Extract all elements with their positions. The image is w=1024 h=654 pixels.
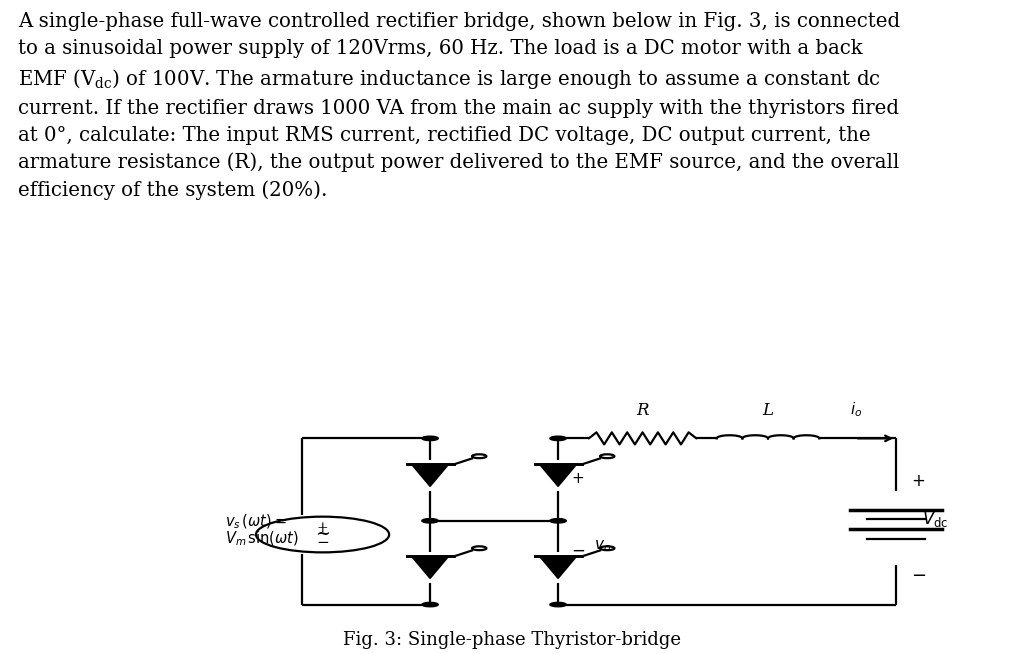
Text: A single-phase full-wave controlled rectifier bridge, shown below in Fig. 3, is : A single-phase full-wave controlled rect… [18,12,900,200]
Text: +: + [316,521,329,536]
Text: L: L [763,402,773,419]
Text: −: − [911,567,927,585]
Text: ~: ~ [315,525,330,543]
Text: +: + [911,472,926,490]
Circle shape [550,436,566,441]
Polygon shape [540,557,577,578]
Text: $i_o$: $i_o$ [850,400,862,419]
Circle shape [422,519,438,523]
Text: $V_{\rm dc}$: $V_{\rm dc}$ [922,509,948,529]
Circle shape [422,602,438,607]
Polygon shape [412,464,449,487]
Circle shape [550,602,566,607]
Circle shape [422,436,438,441]
Text: −: − [316,536,329,550]
Text: R: R [636,402,649,419]
Text: $V_m\,\sin(\omega t)$: $V_m\,\sin(\omega t)$ [225,530,299,548]
Polygon shape [412,557,449,578]
Text: $v_s\,(\omega t) =$: $v_s\,(\omega t) =$ [225,513,287,531]
Text: −: − [571,542,586,560]
Polygon shape [540,464,577,487]
Text: Fig. 3: Single-phase Thyristor-bridge: Fig. 3: Single-phase Thyristor-bridge [343,631,681,649]
Text: +: + [571,471,584,486]
Text: $v_o$: $v_o$ [594,538,611,554]
Circle shape [550,519,566,523]
